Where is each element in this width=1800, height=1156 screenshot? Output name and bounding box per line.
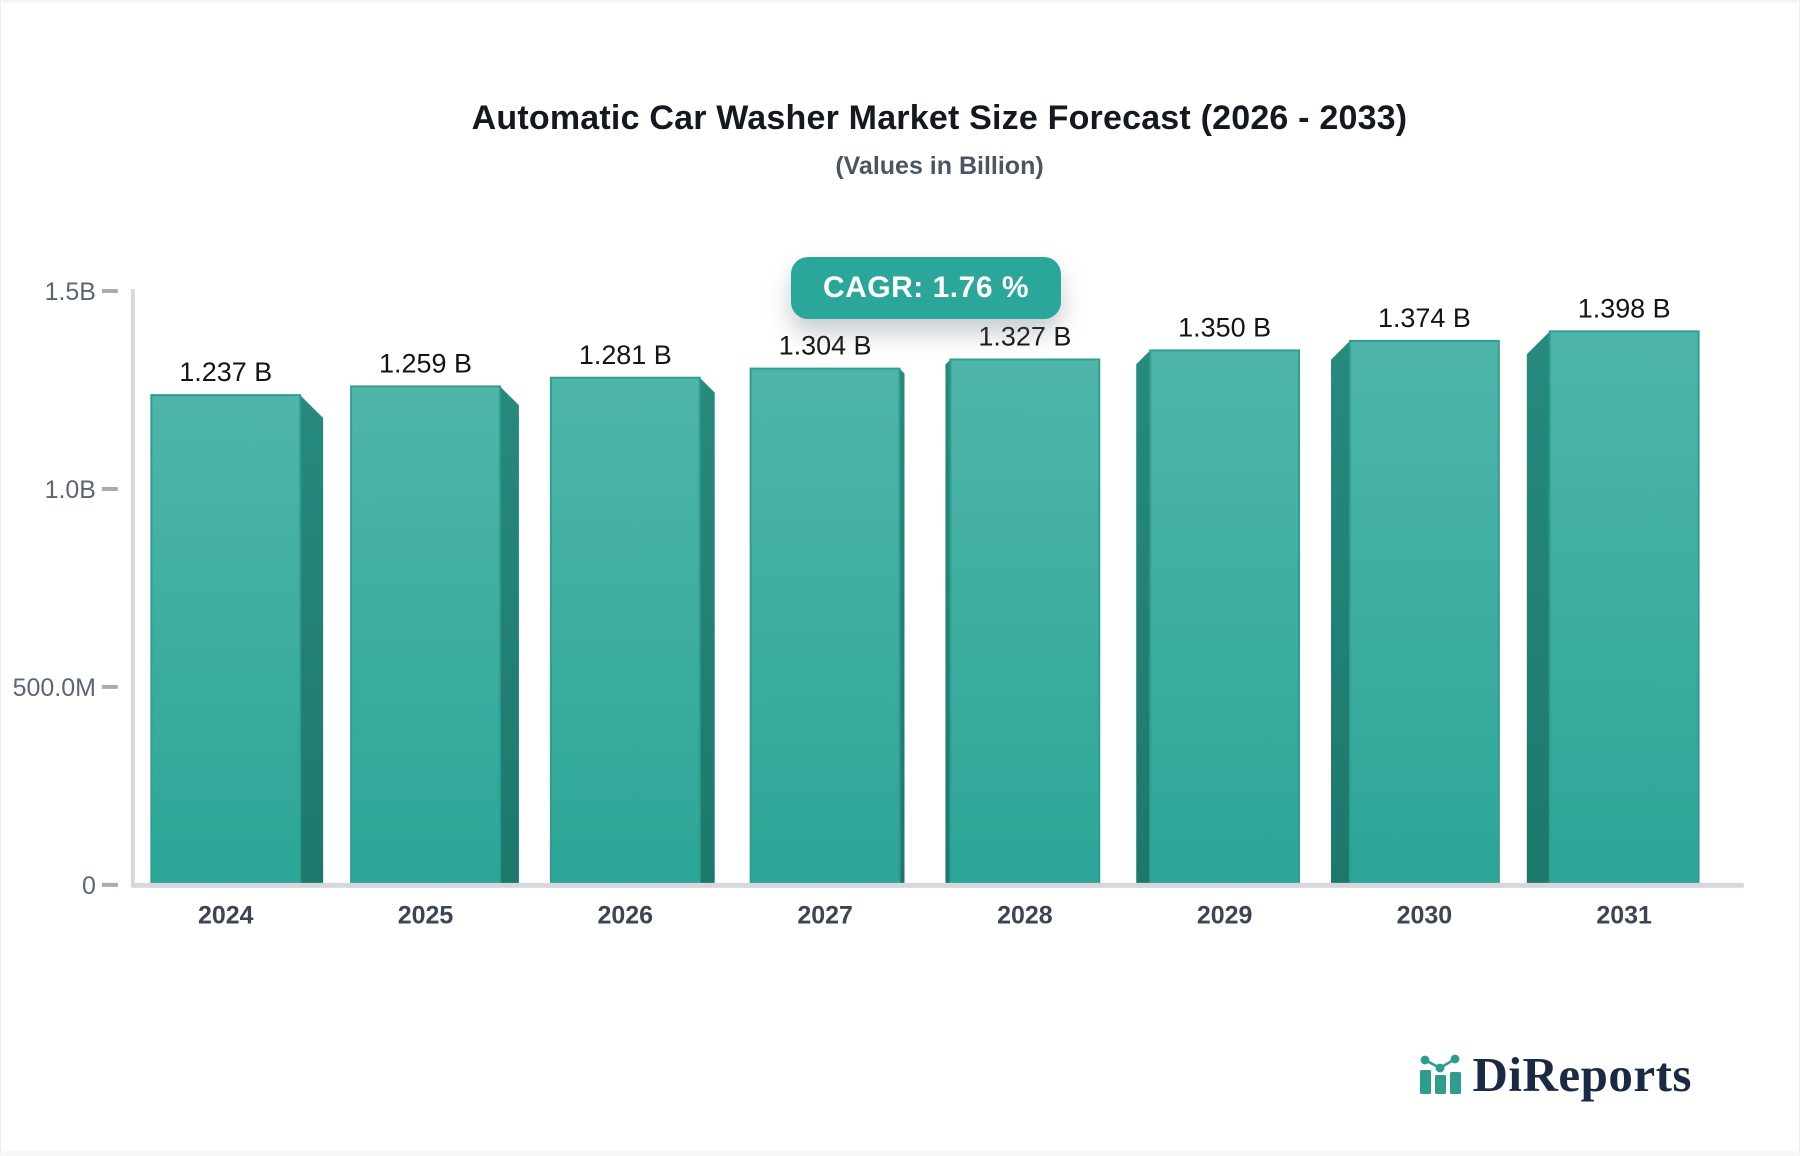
x-tick-label: 2029 xyxy=(1197,902,1253,930)
bar-face xyxy=(749,367,901,886)
y-tick-mark xyxy=(101,882,118,887)
bar-value-label: 1.237 B xyxy=(179,357,272,387)
x-tick-label: 2027 xyxy=(797,902,853,930)
y-tick-label: 1.5B xyxy=(45,278,96,306)
bar-3d-side xyxy=(1526,331,1550,885)
bar-3d-side xyxy=(699,377,715,885)
bar-group-2024: 1.237 B 2024 xyxy=(150,357,324,930)
cagr-badge: CAGR: 1.76 % xyxy=(790,257,1062,319)
x-tick-label: 2025 xyxy=(398,902,454,930)
bar-group-2025: 1.259 B 2025 xyxy=(350,349,519,930)
bar-3d-side xyxy=(945,359,951,885)
bar-group-2026: 1.281 B 2026 xyxy=(549,340,715,930)
bar-group-2028: 1.327 B 2028 xyxy=(945,322,1101,930)
bar-value-label: 1.304 B xyxy=(779,331,872,361)
y-tick-mark xyxy=(101,486,118,491)
y-tick-label: 1.0B xyxy=(45,476,96,504)
brand-logo: DiReports xyxy=(1419,1050,1692,1099)
y-tick-label: 500.0M xyxy=(13,674,96,702)
bar-face xyxy=(350,385,501,886)
x-axis-line xyxy=(130,882,1745,888)
x-tick-label: 2028 xyxy=(997,902,1053,930)
bar-group-2029: 1.350 B 2029 xyxy=(1136,313,1301,930)
x-tick-label: 2030 xyxy=(1397,902,1453,930)
bar-value-label: 1.374 B xyxy=(1378,303,1471,333)
bar-3d-side xyxy=(499,386,519,885)
y-tick-mark xyxy=(101,684,118,689)
x-tick-label: 2031 xyxy=(1596,902,1652,930)
chart-title: Automatic Car Washer Market Size Forecas… xyxy=(471,99,1408,137)
y-tick-mark xyxy=(101,289,118,293)
bar-value-label: 1.281 B xyxy=(579,340,672,370)
bar-value-label: 1.259 B xyxy=(379,349,472,379)
brand-name: DiReports xyxy=(1472,1047,1692,1102)
bar-value-label: 1.327 B xyxy=(978,322,1071,352)
bar-group-2027: 1.304 B 2027 xyxy=(749,331,905,930)
chart-header: Automatic Car Washer Market Size Forecas… xyxy=(133,99,1746,181)
bar-face xyxy=(549,376,701,886)
bar-face xyxy=(949,358,1101,886)
bar-3d-side xyxy=(899,368,905,885)
bar-face xyxy=(1349,339,1500,886)
mini-bar-line-chart-icon xyxy=(1420,1054,1462,1094)
x-tick-label: 2026 xyxy=(598,902,654,930)
bar-face xyxy=(1149,349,1301,886)
x-tick-label: 2024 xyxy=(198,902,254,930)
y-tick-label: 0 xyxy=(82,872,96,900)
bar-group-2031: 1.398 B 2031 xyxy=(1526,294,1700,930)
bar-3d-side xyxy=(300,395,324,885)
bar-group-2030: 1.374 B 2030 xyxy=(1331,303,1500,930)
bar-3d-side xyxy=(1136,350,1151,885)
bar-face xyxy=(1548,330,1700,886)
chart-subtitle: (Values in Billion) xyxy=(835,152,1044,180)
bar-chart-canvas: 1.237 B 2024 1.259 B 2025 1.281 B 2026 1.304 B… xyxy=(13,278,1745,930)
bar-chart: 1.237 B 2024 1.259 B 2025 1.281 B 2026 1.304 B… xyxy=(1,3,1799,1151)
bar-face xyxy=(150,394,302,886)
bar-3d-side xyxy=(1331,340,1350,885)
bar-value-label: 1.350 B xyxy=(1178,313,1271,343)
y-axis-line xyxy=(130,289,135,885)
bar-value-label: 1.398 B xyxy=(1578,294,1671,324)
